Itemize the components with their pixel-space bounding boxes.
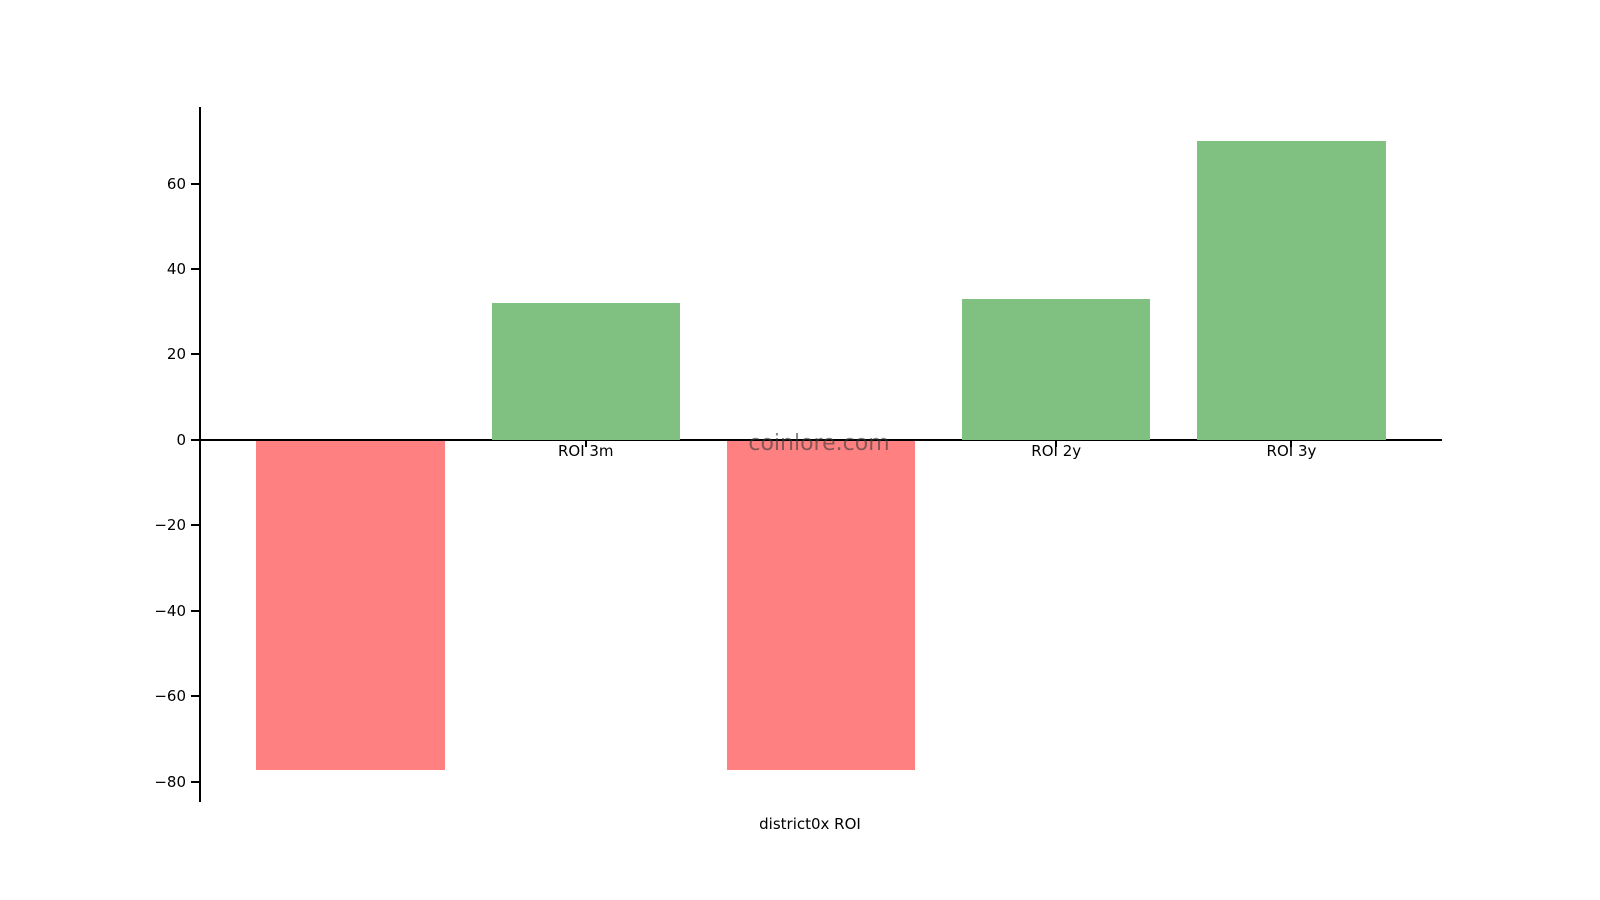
bar-negative — [726, 440, 916, 771]
y-tick — [191, 609, 199, 612]
bar-negative — [256, 440, 445, 771]
y-tick — [191, 524, 199, 527]
bar-positive — [962, 298, 1151, 440]
x-tick-label: ROI 3y — [1266, 441, 1317, 460]
x-tick — [1290, 439, 1293, 447]
x-tick-label: ROI 3m — [557, 441, 614, 460]
bar-positive — [491, 303, 680, 440]
y-tick-label: 20 — [166, 345, 186, 364]
y-tick — [191, 267, 199, 270]
watermark: coinlore.com — [748, 431, 890, 456]
y-tick — [191, 695, 199, 698]
y-tick-label: 60 — [166, 174, 186, 193]
y-tick-label: 0 — [176, 430, 186, 449]
y-tick — [191, 182, 199, 185]
y-tick-label: −40 — [154, 601, 186, 620]
y-tick — [191, 438, 199, 441]
bar-positive — [1197, 140, 1386, 440]
x-axis-title: district0x ROI — [759, 815, 861, 833]
x-tick — [1055, 439, 1058, 447]
y-tick-label: 40 — [166, 259, 186, 278]
x-tick-label: ROI 2y — [1031, 441, 1082, 460]
y-tick-label: −20 — [154, 516, 186, 535]
x-tick — [584, 439, 587, 447]
y-tick-label: −80 — [154, 772, 186, 791]
y-tick-label: −60 — [154, 687, 186, 706]
y-tick — [191, 780, 199, 783]
y-axis-spine — [199, 107, 201, 802]
y-tick — [191, 353, 199, 356]
